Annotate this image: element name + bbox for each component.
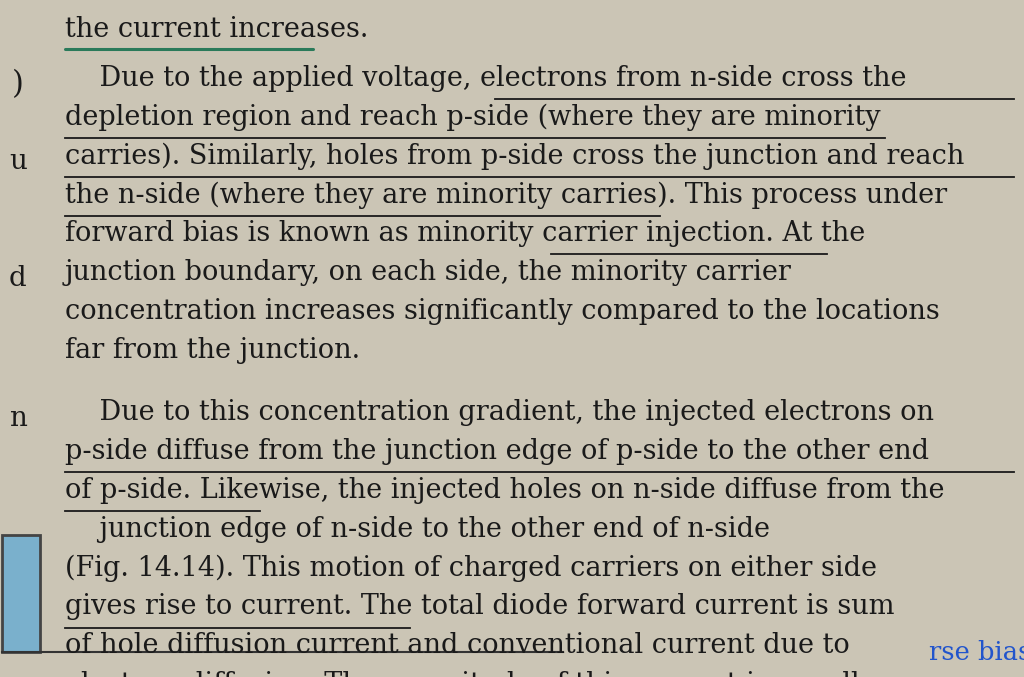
Text: of hole diffusion current and conventional current due to: of hole diffusion current and convention… xyxy=(65,632,850,659)
Text: depletion region and reach p-side (where they are minority: depletion region and reach p-side (where… xyxy=(65,104,881,131)
Text: junction edge of n-side to the other end of n-side: junction edge of n-side to the other end… xyxy=(65,516,770,543)
Text: gives rise to current. The total diode forward current is sum: gives rise to current. The total diode f… xyxy=(65,594,895,621)
Text: d: d xyxy=(9,265,27,292)
Text: Due to the applied voltage, electrons from n-side cross the: Due to the applied voltage, electrons fr… xyxy=(65,64,906,91)
Text: concentration increases significantly compared to the locations: concentration increases significantly co… xyxy=(65,298,940,325)
Text: Due to this concentration gradient, the injected electrons on: Due to this concentration gradient, the … xyxy=(65,399,934,426)
Text: the n-side (where they are minority carries). This process under: the n-side (where they are minority carr… xyxy=(65,181,947,209)
Text: rse bias: rse bias xyxy=(929,640,1024,665)
Text: (Fig. 14.14). This motion of charged carriers on either side: (Fig. 14.14). This motion of charged car… xyxy=(65,554,877,582)
Text: far from the junction.: far from the junction. xyxy=(65,337,360,364)
Bar xyxy=(2,535,40,652)
Text: n: n xyxy=(9,405,27,432)
Text: u: u xyxy=(9,148,27,175)
Text: the current increases.: the current increases. xyxy=(65,16,369,43)
Text: of p-side. Likewise, the injected holes on n-side diffuse from the: of p-side. Likewise, the injected holes … xyxy=(65,477,944,504)
Text: ): ) xyxy=(12,68,24,100)
Text: junction boundary, on each side, the minority carrier: junction boundary, on each side, the min… xyxy=(65,259,792,286)
Text: electron diffusion. The magnitude of this current is usually: electron diffusion. The magnitude of thi… xyxy=(65,672,874,677)
Text: forward bias is known as minority carrier injection. At the: forward bias is known as minority carrie… xyxy=(65,220,865,247)
Text: p-side diffuse from the junction edge of p-side to the other end: p-side diffuse from the junction edge of… xyxy=(65,438,929,465)
Text: carries). Similarly, holes from p-side cross the junction and reach: carries). Similarly, holes from p-side c… xyxy=(65,142,965,170)
